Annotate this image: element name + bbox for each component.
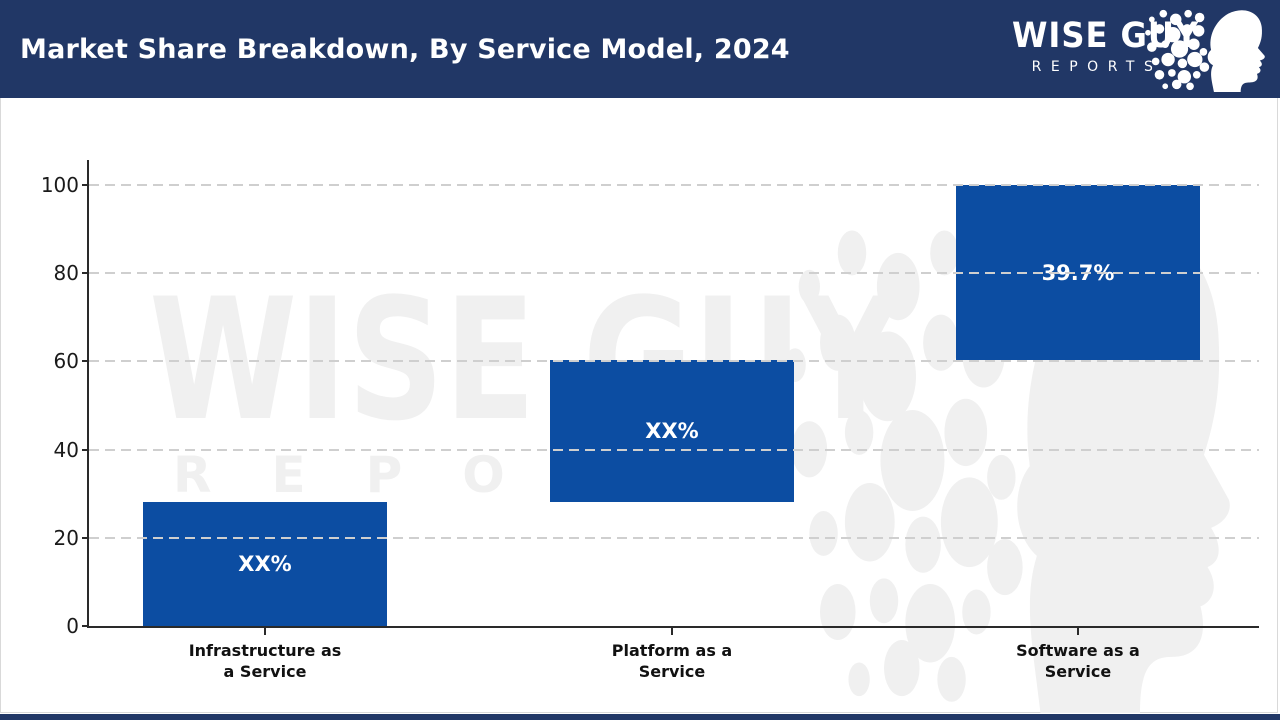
y-tick-label-20: 20 (53, 525, 79, 550)
y-tick-label-100: 100 (40, 173, 79, 197)
x-axis-line (87, 626, 1259, 628)
page-title: Market Share Breakdown, By Service Model… (20, 33, 790, 65)
bar-segment: XX% (550, 360, 794, 502)
category-label: Infrastructure as a Service (188, 641, 342, 681)
gridline-100 (89, 184, 1259, 186)
footer-bar (0, 714, 1280, 720)
y-tick-0 (82, 625, 89, 627)
y-tick-label-80: 80 (53, 261, 79, 286)
brand-logo: WISE GUY REPORTS (1012, 6, 1265, 92)
bar-value-label: XX% (645, 418, 699, 443)
header-bar: Market Share Breakdown, By Service Model… (0, 0, 1280, 98)
gridline-20 (89, 536, 1259, 539)
chart-canvas: WISE GUY REPORTS 0 20 40 60 80 100 XX% Infrastr… (0, 98, 1278, 713)
face-dots-icon (1145, 9, 1265, 92)
y-axis-line (87, 160, 89, 628)
y-tick-60 (82, 360, 89, 363)
gridline-40 (89, 448, 1259, 451)
bar-value-label: XX% (238, 551, 292, 576)
y-tick-label-40: 40 (53, 437, 79, 462)
y-tick-label-60: 60 (53, 349, 79, 374)
y-tick-40 (82, 448, 89, 451)
category-label: Platform as a Service (611, 641, 733, 681)
x-tick (264, 628, 266, 635)
y-tick-100 (82, 184, 89, 186)
x-tick (1077, 628, 1079, 635)
bar-segment: XX% (143, 501, 387, 626)
y-tick-80 (82, 272, 89, 275)
x-tick (671, 628, 673, 635)
logo-wordmark-line2: REPORTS (1031, 59, 1163, 75)
y-tick-label-0: 0 (66, 614, 79, 638)
category-label: Software as a Service (1016, 641, 1140, 681)
y-tick-20 (82, 536, 89, 539)
gridline-80 (89, 272, 1259, 275)
gridline-60 (89, 360, 1259, 363)
